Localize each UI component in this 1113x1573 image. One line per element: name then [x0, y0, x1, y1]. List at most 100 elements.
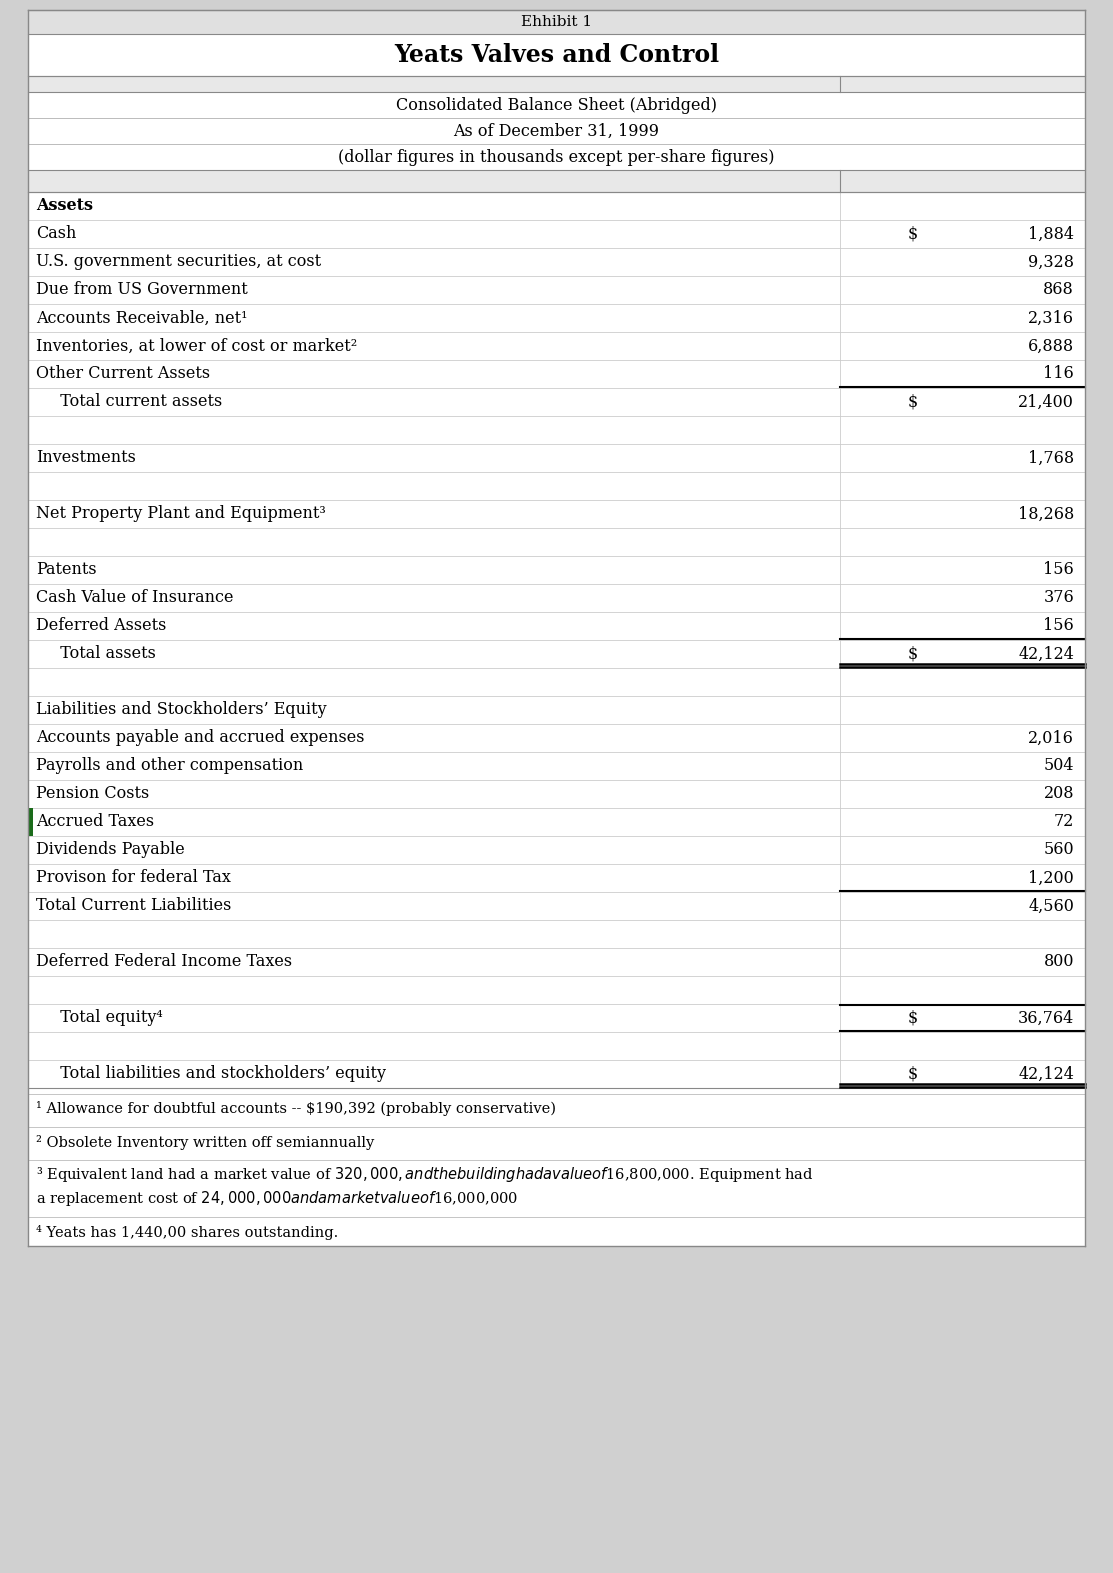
Text: Patents: Patents	[36, 562, 97, 579]
Bar	[28, 892, 1085, 920]
Text: 6,888: 6,888	[1028, 338, 1074, 354]
Text: Assets: Assets	[36, 198, 92, 214]
Text: ⁴ Yeats has 1,440,00 shares outstanding.: ⁴ Yeats has 1,440,00 shares outstanding.	[36, 1224, 338, 1240]
Bar	[28, 332, 1085, 360]
Text: Cash Value of Insurance: Cash Value of Insurance	[36, 590, 234, 607]
Text: Total equity⁴: Total equity⁴	[50, 1010, 162, 1027]
Bar	[28, 118, 1085, 145]
Text: $: $	[907, 393, 918, 411]
Bar	[28, 415, 1085, 444]
Text: $: $	[907, 1010, 918, 1027]
Bar	[28, 752, 1085, 780]
Text: Deferred Assets: Deferred Assets	[36, 618, 166, 634]
Text: 376: 376	[1043, 590, 1074, 607]
Bar	[28, 640, 1085, 669]
Bar	[28, 809, 32, 835]
Bar	[28, 1004, 1085, 1032]
Text: 4,560: 4,560	[1028, 898, 1074, 914]
Bar	[28, 835, 1085, 864]
Bar	[28, 584, 1085, 612]
Text: Net Property Plant and Equipment³: Net Property Plant and Equipment³	[36, 505, 326, 522]
Text: 560: 560	[1043, 842, 1074, 859]
Text: 208: 208	[1044, 785, 1074, 802]
Text: 156: 156	[1043, 618, 1074, 634]
Text: Investments: Investments	[36, 450, 136, 467]
Text: Payrolls and other compensation: Payrolls and other compensation	[36, 758, 303, 774]
Text: Pension Costs: Pension Costs	[36, 785, 149, 802]
Text: Accrued Taxes: Accrued Taxes	[36, 813, 154, 831]
Text: $: $	[907, 1065, 918, 1082]
Text: 1,200: 1,200	[1028, 870, 1074, 887]
Text: 21,400: 21,400	[1018, 393, 1074, 411]
Text: 18,268: 18,268	[1017, 505, 1074, 522]
Text: 800: 800	[1044, 953, 1074, 971]
Text: Provison for federal Tax: Provison for federal Tax	[36, 870, 230, 887]
Text: 868: 868	[1043, 282, 1074, 299]
Bar	[28, 724, 1085, 752]
Bar	[28, 1032, 1085, 1060]
Bar	[28, 444, 1085, 472]
Text: Total current assets: Total current assets	[50, 393, 223, 411]
Bar	[28, 170, 1085, 192]
Bar	[28, 35, 1085, 76]
Bar	[28, 220, 1085, 249]
Bar	[28, 275, 1085, 304]
Text: $: $	[907, 225, 918, 242]
Text: Total Current Liabilities: Total Current Liabilities	[36, 898, 232, 914]
Bar	[28, 76, 1085, 91]
Bar	[28, 145, 1085, 170]
Text: Deferred Federal Income Taxes: Deferred Federal Income Taxes	[36, 953, 292, 971]
Text: Inventories, at lower of cost or market²: Inventories, at lower of cost or market²	[36, 338, 357, 354]
Bar	[28, 809, 1085, 835]
Text: 1,768: 1,768	[1028, 450, 1074, 467]
Bar	[28, 500, 1085, 529]
Bar	[28, 612, 1085, 640]
Bar	[28, 780, 1085, 809]
Text: Accounts payable and accrued expenses: Accounts payable and accrued expenses	[36, 730, 364, 747]
Bar	[28, 9, 1085, 35]
Text: Cash: Cash	[36, 225, 76, 242]
Text: Total assets: Total assets	[50, 645, 156, 662]
Bar	[28, 304, 1085, 332]
Bar	[28, 91, 1085, 118]
Text: ¹ Allowance for doubtful accounts -- $190,392 (probably conservative): ¹ Allowance for doubtful accounts -- $19…	[36, 1101, 555, 1117]
Text: Ehhibit 1: Ehhibit 1	[521, 16, 592, 28]
Bar	[28, 529, 1085, 555]
Text: 156: 156	[1043, 562, 1074, 579]
Text: As of December 31, 1999: As of December 31, 1999	[453, 123, 660, 140]
Text: $: $	[907, 645, 918, 662]
Text: 9,328: 9,328	[1028, 253, 1074, 271]
Text: 42,124: 42,124	[1018, 645, 1074, 662]
Text: 1,884: 1,884	[1028, 225, 1074, 242]
Text: Liabilities and Stockholders’ Equity: Liabilities and Stockholders’ Equity	[36, 702, 326, 719]
Bar	[28, 555, 1085, 584]
Bar	[28, 249, 1085, 275]
Text: 36,764: 36,764	[1017, 1010, 1074, 1027]
Text: 2,016: 2,016	[1028, 730, 1074, 747]
Text: 72: 72	[1054, 813, 1074, 831]
Text: Yeats Valves and Control: Yeats Valves and Control	[394, 42, 719, 68]
Text: U.S. government securities, at cost: U.S. government securities, at cost	[36, 253, 321, 271]
Bar	[28, 975, 1085, 1004]
Bar	[28, 389, 1085, 415]
Text: a replacement cost of $24,000,000 and a market value of $16,000,000: a replacement cost of $24,000,000 and a …	[36, 1189, 518, 1208]
Bar	[28, 360, 1085, 389]
Text: ³ Equivalent land had a market value of $320,000, and the building had a value o: ³ Equivalent land had a market value of …	[36, 1166, 814, 1184]
Bar	[28, 949, 1085, 975]
Text: 2,316: 2,316	[1028, 310, 1074, 327]
Bar	[28, 864, 1085, 892]
Text: Other Current Assets: Other Current Assets	[36, 365, 210, 382]
Text: 116: 116	[1043, 365, 1074, 382]
Bar	[28, 472, 1085, 500]
Text: 42,124: 42,124	[1018, 1065, 1074, 1082]
Bar	[28, 695, 1085, 724]
Text: Dividends Payable: Dividends Payable	[36, 842, 185, 859]
Text: (dollar figures in thousands except per-share figures): (dollar figures in thousands except per-…	[338, 148, 775, 165]
Text: Total liabilities and stockholders’ equity: Total liabilities and stockholders’ equi…	[50, 1065, 386, 1082]
Text: Consolidated Balance Sheet (Abridged): Consolidated Balance Sheet (Abridged)	[396, 96, 717, 113]
Text: Due from US Government: Due from US Government	[36, 282, 247, 299]
Text: Accounts Receivable, net¹: Accounts Receivable, net¹	[36, 310, 247, 327]
Bar	[28, 1060, 1085, 1089]
Bar	[28, 920, 1085, 949]
Bar	[28, 192, 1085, 220]
